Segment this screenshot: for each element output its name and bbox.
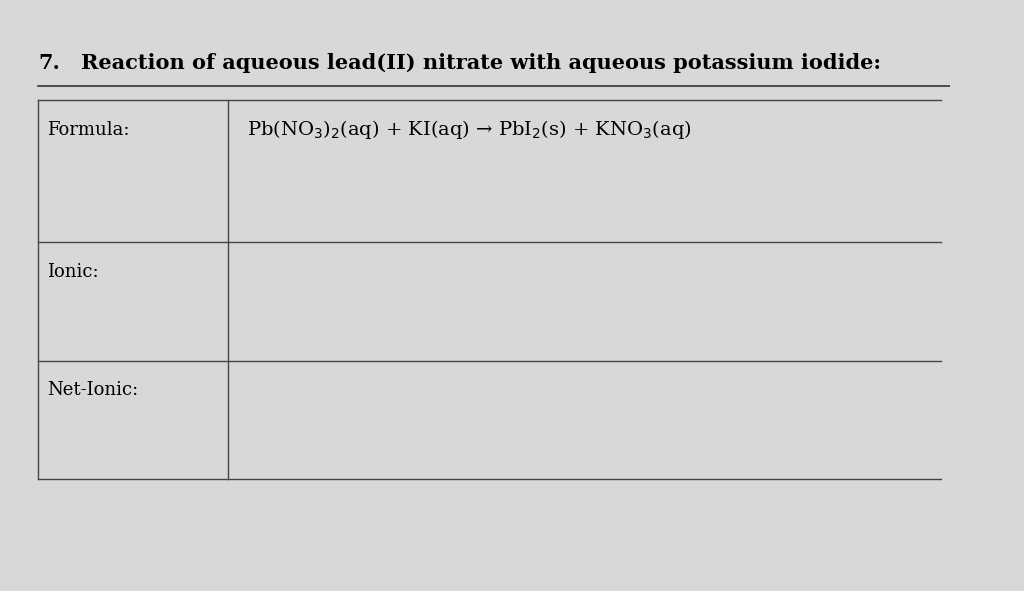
Text: Reaction of aqueous lead(II) nitrate with aqueous potassium iodide:: Reaction of aqueous lead(II) nitrate wit…: [81, 53, 881, 73]
Text: Pb(NO$_3$)$_2$(aq) + KI(aq) → PbI$_2$(s) + KNO$_3$(aq): Pb(NO$_3$)$_2$(aq) + KI(aq) → PbI$_2$(s)…: [247, 118, 691, 141]
Text: Ionic:: Ionic:: [47, 263, 99, 281]
Text: Formula:: Formula:: [47, 121, 130, 139]
Text: Net-Ionic:: Net-Ionic:: [47, 381, 139, 399]
Text: 7.: 7.: [38, 53, 59, 73]
